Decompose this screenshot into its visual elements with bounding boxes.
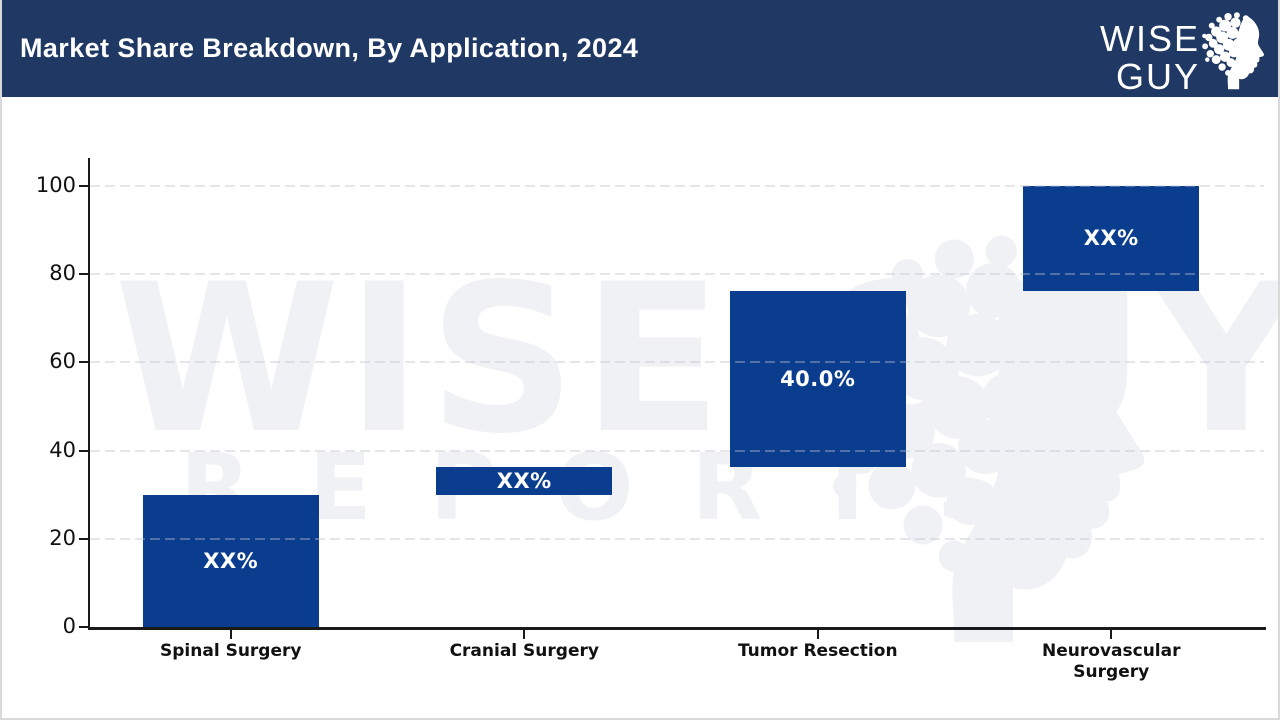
bar-spinal-surgery: XX% xyxy=(142,494,319,627)
gridline-y100 xyxy=(90,185,1264,187)
wiseguy-head-icon xyxy=(1202,12,1264,90)
y-tick-label: 80 xyxy=(49,261,76,286)
logo-subtitle: REPORTS xyxy=(1053,99,1198,115)
y-tick-mark xyxy=(79,626,88,628)
wiseguy-logo: WISE GUY REPORTS xyxy=(1008,6,1268,115)
y-axis-line xyxy=(88,158,90,629)
bar-value-label: XX% xyxy=(496,468,552,493)
bar-tumor-resection: 40.0% xyxy=(729,290,906,467)
bar-cranial-surgery: XX% xyxy=(436,466,613,495)
gridline-y80 xyxy=(90,273,1264,276)
watermark-head-icon xyxy=(817,235,1145,643)
gridline-y20 xyxy=(90,537,1264,540)
x-tick-mark xyxy=(229,630,232,639)
bar-value-label: 40.0% xyxy=(780,366,856,391)
y-tick-label: 0 xyxy=(62,614,76,638)
gridline-y40 xyxy=(90,449,1264,452)
y-tick-label: 20 xyxy=(49,525,76,550)
page-title: Market Share Breakdown, By Application, … xyxy=(20,33,639,63)
x-tick-mark xyxy=(523,630,526,639)
x-axis-line xyxy=(88,627,1266,630)
x-tick-mark xyxy=(1110,630,1113,639)
x-category-label: Cranial Surgery xyxy=(449,641,599,661)
y-tick-mark xyxy=(79,537,88,540)
y-tick-mark xyxy=(79,361,88,364)
gridline-y60 xyxy=(90,361,1264,364)
x-tick-mark xyxy=(816,630,819,639)
bar-value-label: XX% xyxy=(1083,226,1139,251)
plot-area: XX% XX% 40.0% XX% 0 20 40 60 80 100 Spinal Surge… xyxy=(2,97,1278,718)
x-category-label: Spinal Surgery xyxy=(160,641,302,661)
logo-wordmark: WISE GUY xyxy=(1099,18,1200,97)
x-category-label: Tumor Resection xyxy=(737,641,898,661)
bar-neurovascular-surgery: XX% xyxy=(1023,186,1200,291)
y-tick-label: 40 xyxy=(49,437,76,462)
y-tick-mark xyxy=(79,185,88,187)
y-tick-label: 60 xyxy=(49,349,76,374)
bar-value-label: XX% xyxy=(203,548,259,573)
x-category-label: Neurovascular Surgery xyxy=(1042,641,1181,682)
header-bar: Market Share Breakdown, By Application, … xyxy=(2,0,1278,115)
y-tick-label: 100 xyxy=(35,173,76,197)
y-tick-mark xyxy=(79,273,88,276)
logo-text: WISE GUY REPORTS xyxy=(1008,18,1200,116)
y-tick-mark xyxy=(79,449,88,452)
